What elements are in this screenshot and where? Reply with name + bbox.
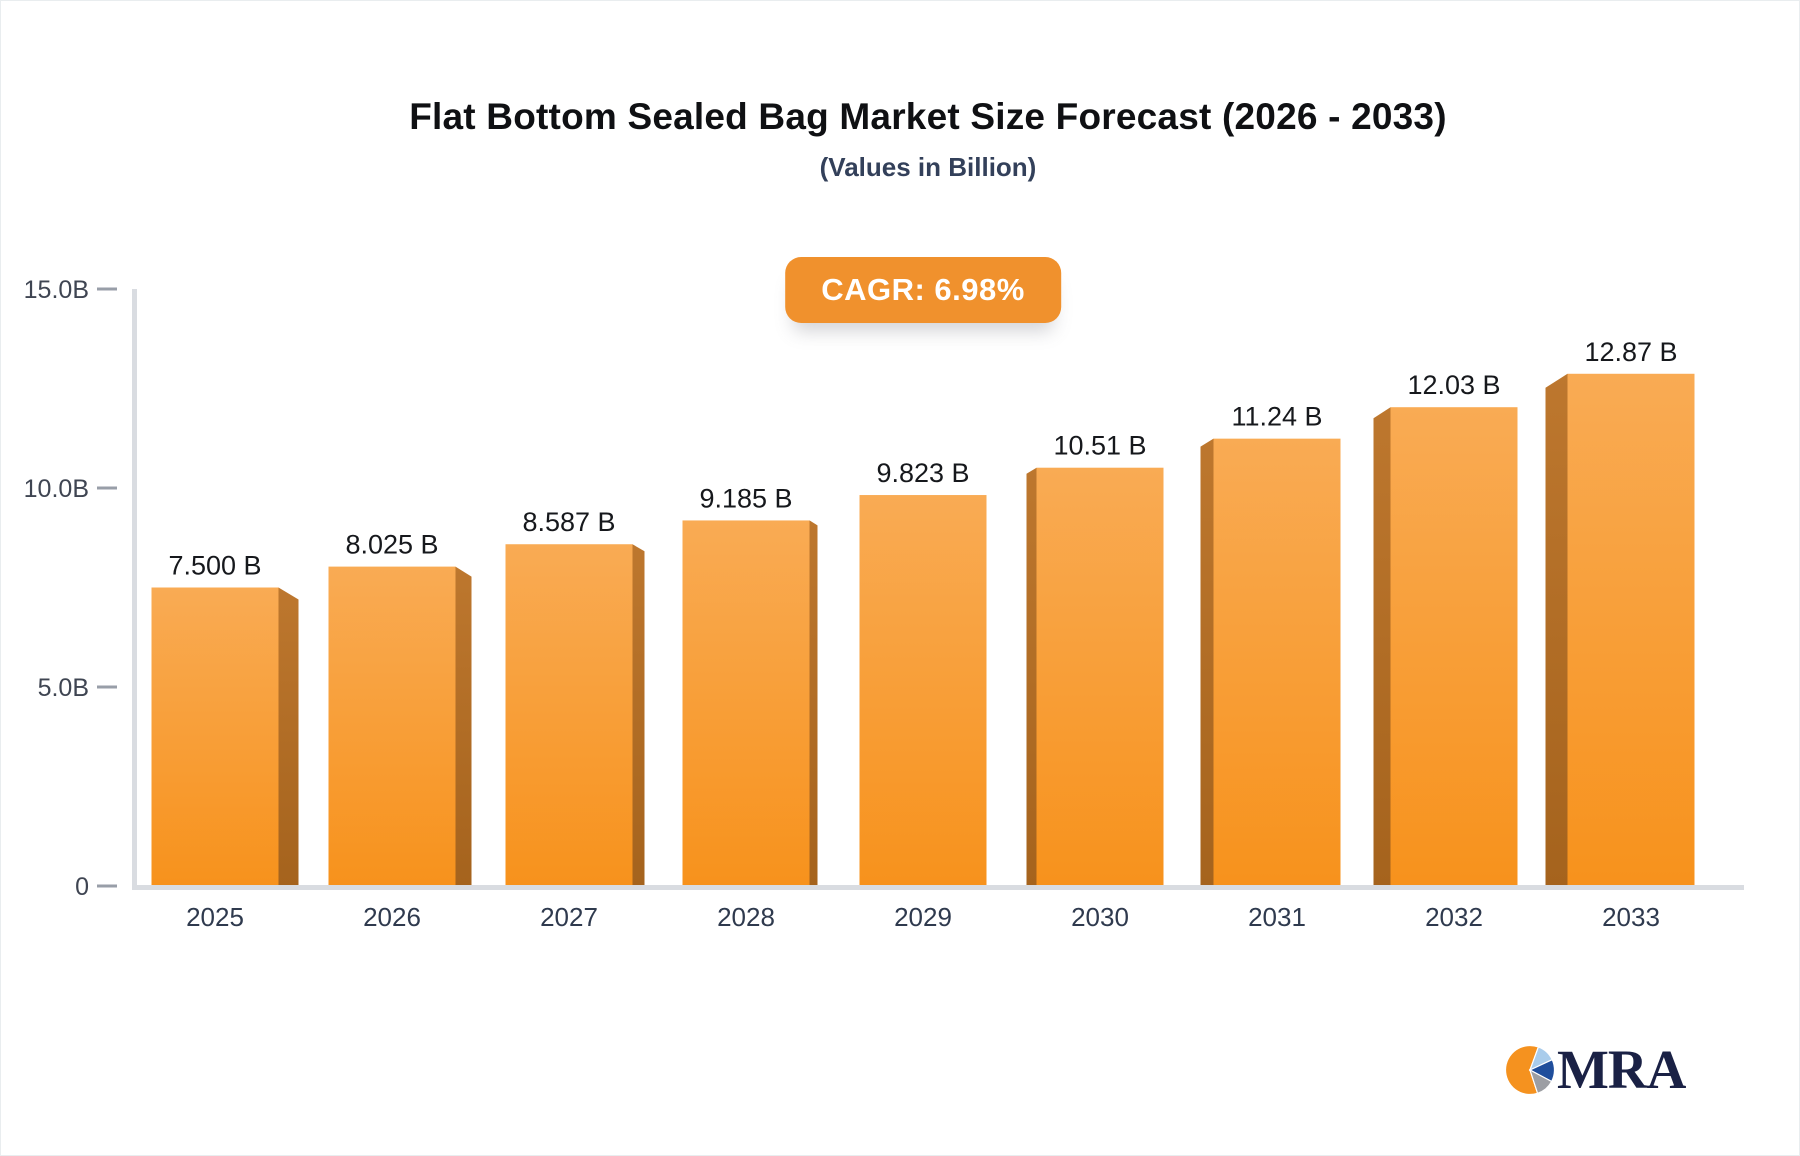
mra-logo: MRA <box>1504 1039 1686 1100</box>
x-tick-label-2030: 2030 <box>1071 902 1129 932</box>
mra-logo-pie-icon <box>1504 1044 1556 1095</box>
bar-value-label-2026: 8.025 B <box>345 530 438 560</box>
x-tick-label-2031: 2031 <box>1248 902 1306 932</box>
bar-side-2033 <box>1545 373 1568 886</box>
bar-2025 <box>151 587 299 886</box>
y-tick-label-10.0B: 10.0B <box>24 475 89 503</box>
bar-value-label-2033: 12.87 B <box>1584 337 1677 367</box>
bar-side-2026 <box>455 566 472 886</box>
bar-2029 <box>859 495 987 886</box>
x-tick-label-2032: 2032 <box>1425 902 1483 932</box>
bar-2030 <box>1026 467 1164 886</box>
chart-title: Flat Bottom Sealed Bag Market Size Forec… <box>409 96 1447 137</box>
bar-side-2030 <box>1026 467 1037 886</box>
chart-headings: Flat Bottom Sealed Bag Market Size Forec… <box>57 1 1799 183</box>
x-tick-label-2028: 2028 <box>717 902 775 932</box>
x-tick-label-2029: 2029 <box>894 902 952 932</box>
bar-side-2032 <box>1373 407 1391 886</box>
x-tick-label-2025: 2025 <box>186 902 244 932</box>
bar-2028 <box>682 520 818 886</box>
mra-logo-text: MRA <box>1557 1039 1686 1100</box>
bar-front-2029 <box>859 495 987 886</box>
bar-front-2030 <box>1036 467 1164 886</box>
bar-2026 <box>328 566 472 886</box>
pie-slice-gray <box>1528 1068 1553 1094</box>
bar-value-label-2030: 10.51 B <box>1053 431 1146 461</box>
cagr-badge: CAGR: 6.98% <box>785 257 1061 323</box>
bar-side-2027 <box>632 544 645 886</box>
y-tick-label-15.0B: 15.0B <box>24 276 89 304</box>
chart-axes: 15.0B 10.0B 5.0B 0 <box>24 276 137 901</box>
bar-value-label-2029: 9.823 B <box>876 458 969 488</box>
bar-side-2028 <box>809 520 818 886</box>
chart-subtitle: (Values in Billion) <box>819 152 1037 182</box>
y-tick-label-0: 0 <box>75 873 89 901</box>
bar-front-2033 <box>1567 373 1695 886</box>
bar-side-2025 <box>278 587 299 886</box>
bar-side-2031 <box>1200 438 1214 886</box>
bar-value-label-2027: 8.587 B <box>522 507 615 537</box>
chart-labels: 7.500 B 2025 8.025 B 2026 8.587 B 2027 9.185 B… <box>168 337 1677 932</box>
bar-front-2026 <box>328 566 456 886</box>
bar-value-label-2032: 12.03 B <box>1407 370 1500 400</box>
bar-2033 <box>1545 373 1695 886</box>
bar-value-label-2031: 11.24 B <box>1231 402 1322 432</box>
bar-front-2025 <box>151 587 279 886</box>
x-tick-label-2033: 2033 <box>1602 902 1660 932</box>
bar-2031 <box>1200 438 1341 886</box>
x-tick-label-2027: 2027 <box>540 902 598 932</box>
y-tick-label-5.0B: 5.0B <box>38 674 89 702</box>
x-tick-label-2026: 2026 <box>363 902 421 932</box>
pie-slice-orange <box>1504 1044 1540 1095</box>
bar-2032 <box>1373 407 1518 886</box>
bar-value-label-2028: 9.185 B <box>699 483 792 513</box>
chart-bars <box>151 373 1695 886</box>
bar-value-label-2025: 7.500 B <box>168 551 261 581</box>
bar-front-2027 <box>505 544 633 886</box>
bar-front-2032 <box>1390 407 1518 886</box>
bar-2027 <box>505 544 645 886</box>
bar-front-2031 <box>1213 438 1341 886</box>
bar-front-2028 <box>682 520 810 886</box>
